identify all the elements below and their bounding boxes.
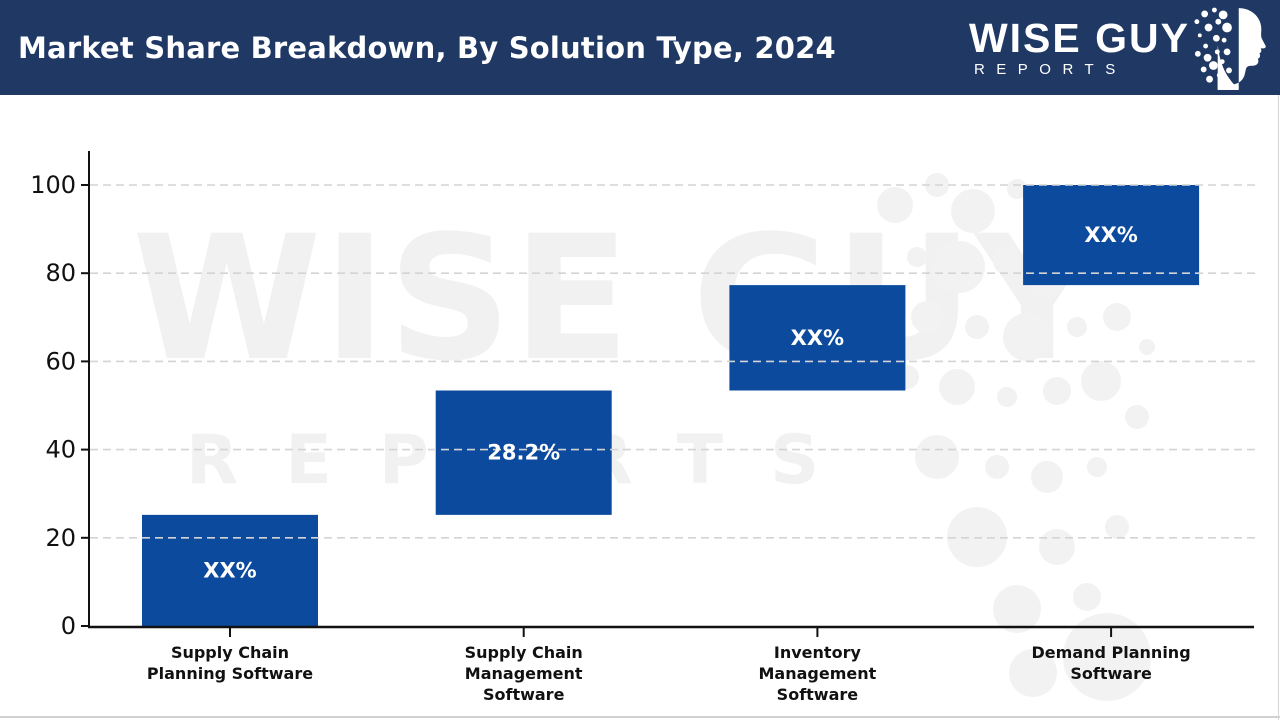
wise-guy-logo: WISE GUY REPORTS [969, 6, 1266, 90]
chart: XX% 28.2% XX% XX% 0 20 40 60 80 100 Supply Chain Pl… [30, 151, 1257, 704]
logo-face-profile [1217, 7, 1266, 90]
chart-area: WISE GUY REPORTS XX%28.2%XX%XX%020406080… [0, 95, 1280, 720]
bar [142, 514, 318, 626]
header: Market Share Breakdown, By Solution Type… [0, 0, 1280, 95]
bar [435, 390, 612, 515]
category-label: Supply Chain Management Software [465, 643, 583, 704]
category-label: Demand Planning Software [1032, 643, 1191, 683]
logo-text: WISE GUY REPORTS [968, 14, 1190, 78]
wise-guy-face-icon [1194, 7, 1266, 90]
logo-face-dots [1194, 7, 1232, 83]
bar-value-label: 28.2% [487, 441, 560, 465]
y-tick-label: 40 [45, 436, 76, 464]
bar-value-label: XX% [203, 558, 256, 582]
bar [1023, 185, 1200, 286]
y-tick-label: 100 [30, 171, 76, 199]
logo-subtitle: REPORTS [973, 60, 1127, 78]
logo-wordmark: WISE GUY [968, 14, 1190, 61]
y-tick-label: 80 [45, 259, 76, 287]
y-tick-label: 60 [45, 347, 76, 375]
right-edge-divider [1277, 95, 1279, 720]
category-label: Inventory Management Software [759, 643, 877, 704]
bar-value-label: XX% [1084, 223, 1137, 247]
page-title: Market Share Breakdown, By Solution Type… [18, 30, 836, 65]
bar [729, 285, 906, 391]
y-tick-label: 20 [45, 524, 76, 552]
bottom-divider [0, 716, 1280, 718]
bar-value-label: XX% [791, 326, 844, 350]
y-tick-label: 0 [61, 612, 76, 640]
category-label: Supply Chain Planning Software [147, 643, 313, 683]
